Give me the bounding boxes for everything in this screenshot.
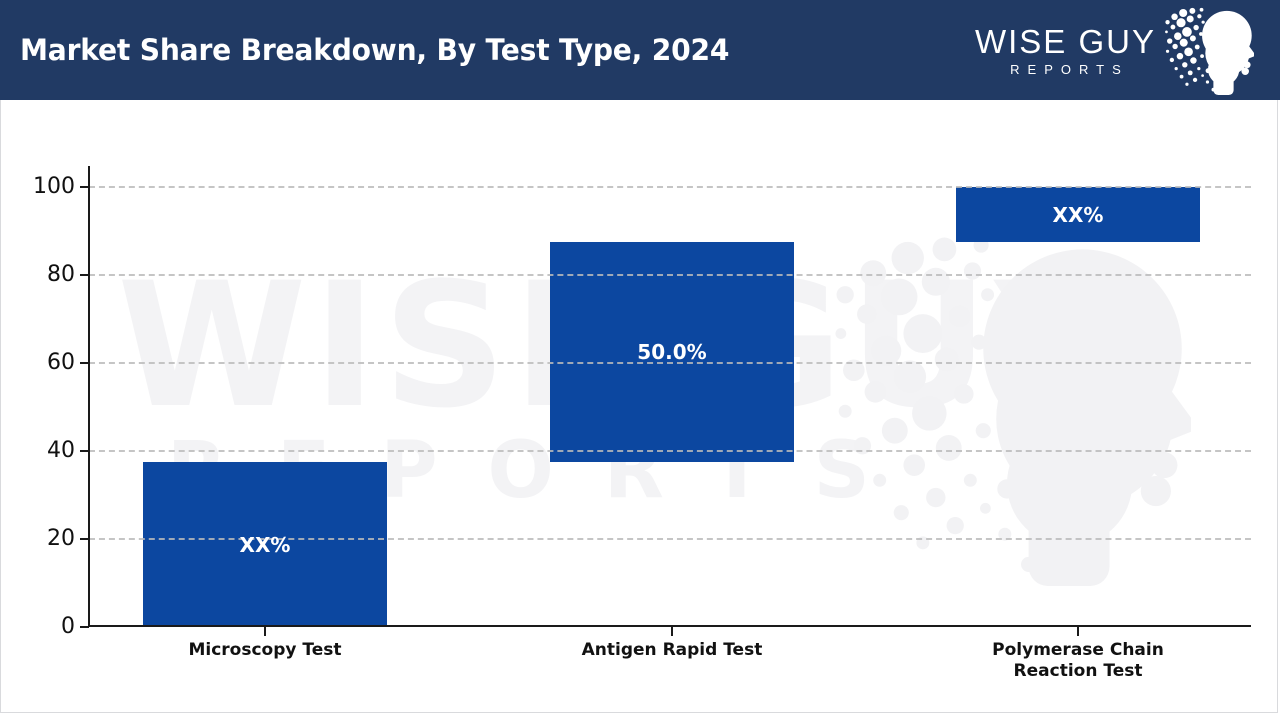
- y-tick-label-40: 40: [47, 438, 75, 463]
- bar-value-label-antigen-rapid-test: 50.0%: [637, 340, 707, 364]
- y-tick-label-60: 60: [47, 350, 75, 375]
- x-axis-line: [89, 625, 1251, 627]
- y-tick-label-100: 100: [33, 174, 75, 199]
- x-tick-mark-polymerase-chain-reaction-test: [1077, 627, 1079, 636]
- gridline-60: [89, 362, 1251, 364]
- brand-logo-text: WISE GUY REPORTS: [975, 25, 1156, 76]
- y-tick-mark-80: [80, 274, 89, 276]
- plot-area: WISE GUY REPORTS 020406080100XX%Microsco…: [0, 100, 1278, 713]
- bar-microscopy-test: [143, 462, 387, 627]
- header-bar: Market Share Breakdown, By Test Type, 20…: [0, 0, 1280, 100]
- y-tick-mark-100: [80, 186, 89, 188]
- x-axis-label-polymerase-chain-reaction-test: Polymerase Chain Reaction Test: [992, 640, 1164, 682]
- y-tick-mark-40: [80, 450, 89, 452]
- y-tick-mark-20: [80, 538, 89, 540]
- x-axis-label-microscopy-test: Microscopy Test: [188, 640, 342, 660]
- brand-name: WISE GUY: [974, 22, 1156, 60]
- gridline-20: [89, 538, 1251, 540]
- bar-antigen-rapid-test: [550, 242, 794, 462]
- y-tick-label-80: 80: [47, 262, 75, 287]
- x-axis-label-antigen-rapid-test: Antigen Rapid Test: [581, 640, 763, 660]
- chart-title: Market Share Breakdown, By Test Type, 20…: [20, 33, 730, 67]
- bar-polymerase-chain-reaction-test: [956, 187, 1200, 242]
- brand-logo: WISE GUY REPORTS: [975, 6, 1254, 95]
- watermark-face-icon: [823, 230, 1191, 586]
- brand-subtitle: REPORTS: [1010, 61, 1129, 77]
- y-tick-mark-0: [80, 626, 89, 628]
- gridline-80: [89, 274, 1251, 276]
- x-tick-mark-microscopy-test: [264, 627, 266, 636]
- x-tick-mark-antigen-rapid-test: [671, 627, 673, 636]
- y-tick-mark-60: [80, 362, 89, 364]
- bar-value-label-microscopy-test: XX%: [239, 532, 291, 557]
- y-tick-label-0: 0: [61, 614, 75, 639]
- y-axis-line: [88, 166, 90, 627]
- y-tick-label-20: 20: [47, 526, 75, 551]
- bar-value-label-polymerase-chain-reaction-test: XX%: [1052, 202, 1104, 227]
- gridline-40: [89, 450, 1251, 452]
- gridline-100: [89, 186, 1251, 188]
- brand-face-icon: [1162, 6, 1254, 95]
